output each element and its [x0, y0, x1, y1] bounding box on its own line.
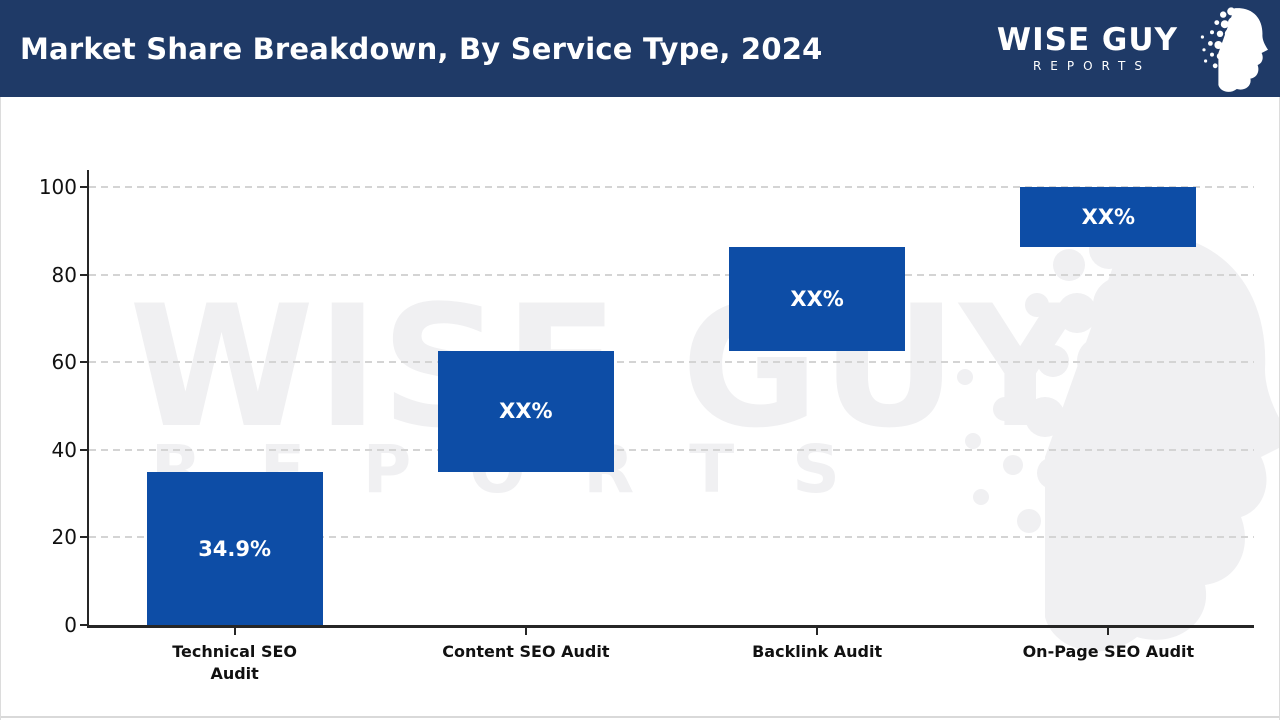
- y-tick-label: 40: [51, 437, 77, 462]
- chart-canvas: WISE GUY REPORTS 02040608010034.9%Techni…: [0, 97, 1280, 720]
- gridline: [89, 273, 1254, 276]
- logo-wordmark: WISE GUY REPORTS: [996, 22, 1178, 73]
- x-axis-tick: [524, 627, 527, 635]
- bar: [729, 247, 906, 351]
- y-axis-tick: [80, 536, 88, 539]
- dotted-head-icon: [1200, 6, 1268, 92]
- y-axis-tick: [80, 448, 88, 451]
- gridline: [89, 448, 1254, 451]
- gridline: [89, 186, 1254, 188]
- x-tick-label: Backlink Audit: [752, 642, 883, 661]
- y-axis-tick: [80, 273, 88, 276]
- bar-value-label: 34.9%: [198, 536, 272, 561]
- bottom-rule: [1, 716, 1279, 718]
- x-axis-tick: [816, 627, 819, 635]
- x-axis-tick: [233, 627, 236, 635]
- y-tick-label: 20: [51, 525, 77, 550]
- bar: [1020, 187, 1197, 247]
- y-axis-tick: [80, 186, 88, 188]
- y-axis-tick: [80, 624, 88, 626]
- x-tick-label: Content SEO Audit: [442, 642, 610, 661]
- x-axis-spine: [87, 625, 1254, 628]
- plot-area: 0 20 40 60 80 100 34.9% Technical SEO Audit XX% C…: [1, 97, 1279, 720]
- x-axis-tick: [1107, 627, 1110, 635]
- header-band: Market Share Breakdown, By Service Type,…: [0, 0, 1280, 97]
- bar-value-label: XX%: [499, 399, 553, 424]
- bar: [146, 472, 323, 625]
- bar-value-label: XX%: [790, 286, 844, 311]
- y-tick-label: 0: [64, 613, 77, 637]
- x-tick-label: Technical SEO Audit: [172, 642, 298, 683]
- logo-wiseguy-text: WISE GUY: [996, 22, 1178, 58]
- gridline: [89, 536, 1254, 539]
- x-tick-label: On-Page SEO Audit: [1022, 642, 1195, 661]
- y-axis-spine: [87, 170, 89, 627]
- logo-reports-text: REPORTS: [1032, 59, 1151, 73]
- y-tick-label: 100: [38, 175, 77, 199]
- bar-value-label: XX%: [1081, 205, 1136, 229]
- wise-guy-logo: WISE GUY REPORTS: [997, 0, 1270, 97]
- watermark-dotted-head: [957, 229, 1279, 652]
- y-axis-tick: [80, 361, 88, 364]
- y-tick-label: 80: [51, 262, 77, 287]
- chart-title: Market Share Breakdown, By Service Type,…: [20, 31, 823, 66]
- gridline: [89, 361, 1254, 364]
- y-tick-label: 60: [51, 350, 77, 375]
- bar: [437, 350, 614, 473]
